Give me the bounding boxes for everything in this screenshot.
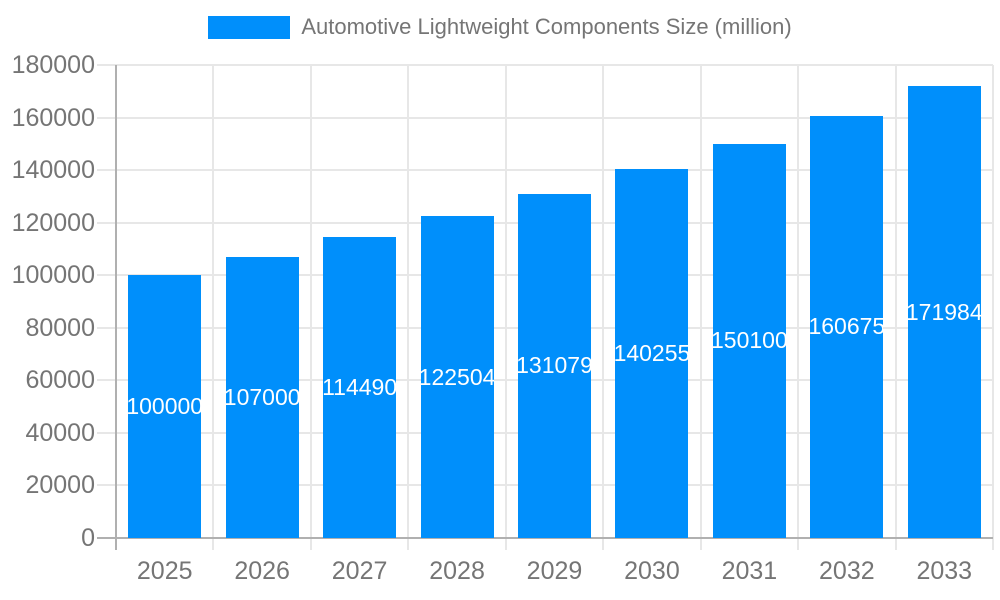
y-axis-label: 100000 — [11, 261, 95, 290]
y-axis-label: 180000 — [11, 51, 95, 79]
gridline-vertical — [602, 65, 605, 550]
y-axis-tick — [97, 221, 116, 224]
y-axis-tick — [97, 116, 116, 119]
bar-2029: 131079 — [518, 193, 591, 538]
gridline-vertical — [407, 65, 410, 550]
y-axis-label: 60000 — [25, 366, 95, 395]
bar-2028: 122504 — [420, 216, 494, 538]
x-axis-label: 2030 — [624, 557, 680, 585]
gridline-vertical — [699, 65, 702, 550]
y-axis-tick — [97, 431, 116, 434]
y-axis-tick — [97, 379, 116, 382]
y-axis-label: 0 — [81, 524, 95, 552]
x-axis-label: 2027 — [331, 557, 388, 585]
gridline-vertical — [894, 65, 897, 550]
bar-value-label: 100000 — [128, 393, 202, 420]
legend-swatch — [208, 15, 291, 39]
y-axis-label: 140000 — [11, 156, 95, 185]
y-axis-tick — [97, 169, 116, 172]
bar-value-label: 171984 — [907, 298, 981, 325]
y-axis-line — [115, 65, 117, 550]
bar-value-label: 131079 — [518, 352, 591, 379]
y-axis-label: 40000 — [25, 418, 95, 447]
bar-2026: 107000 — [225, 256, 299, 538]
x-axis-label: 2028 — [429, 557, 485, 585]
y-axis-label: 120000 — [11, 208, 95, 237]
legend-item[interactable]: Automotive Lightweight Components Size (… — [208, 14, 792, 40]
gridline-vertical — [797, 65, 800, 550]
gridline-horizontal — [116, 169, 993, 172]
bar-value-label: 150100 — [712, 327, 786, 354]
bar-value-label: 107000 — [225, 383, 299, 410]
x-axis-label: 2031 — [721, 557, 778, 585]
bar-2025: 100000 — [128, 275, 202, 538]
bar-value-label: 114490 — [323, 374, 397, 401]
x-axis-label: 2026 — [234, 557, 290, 585]
x-axis-label: 2025 — [136, 557, 193, 585]
gridline-horizontal — [116, 64, 993, 66]
bar-value-label: 160675 — [810, 313, 884, 340]
bar-2032: 160675 — [810, 115, 884, 538]
x-axis-label: 2029 — [526, 557, 583, 585]
gridline-vertical — [309, 65, 312, 550]
bar-value-label: 140255 — [615, 340, 689, 367]
gridline-vertical — [504, 65, 507, 550]
legend: Automotive Lightweight Components Size (… — [0, 14, 1000, 40]
gridline-horizontal — [116, 116, 993, 119]
x-axis-label: 2032 — [819, 557, 875, 585]
y-axis-label: 160000 — [11, 103, 95, 132]
x-axis-label: 2033 — [916, 557, 973, 585]
bar-2033: 171984 — [907, 86, 981, 538]
bar-value-label: 122504 — [420, 363, 494, 390]
y-axis-label: 20000 — [25, 471, 95, 500]
bar-2030: 140255 — [615, 169, 689, 538]
x-axis-line — [97, 537, 993, 539]
legend-label: Automotive Lightweight Components Size (… — [301, 14, 792, 39]
y-axis-label: 80000 — [25, 313, 95, 342]
y-axis-tick — [97, 326, 116, 329]
bar-2031: 150100 — [712, 143, 786, 538]
gridline-vertical — [992, 65, 994, 550]
bar-2027: 114490 — [323, 237, 397, 538]
y-axis-tick — [97, 64, 116, 66]
gridline-vertical — [212, 65, 215, 550]
y-axis-tick — [97, 484, 116, 487]
y-axis-tick — [97, 274, 116, 277]
